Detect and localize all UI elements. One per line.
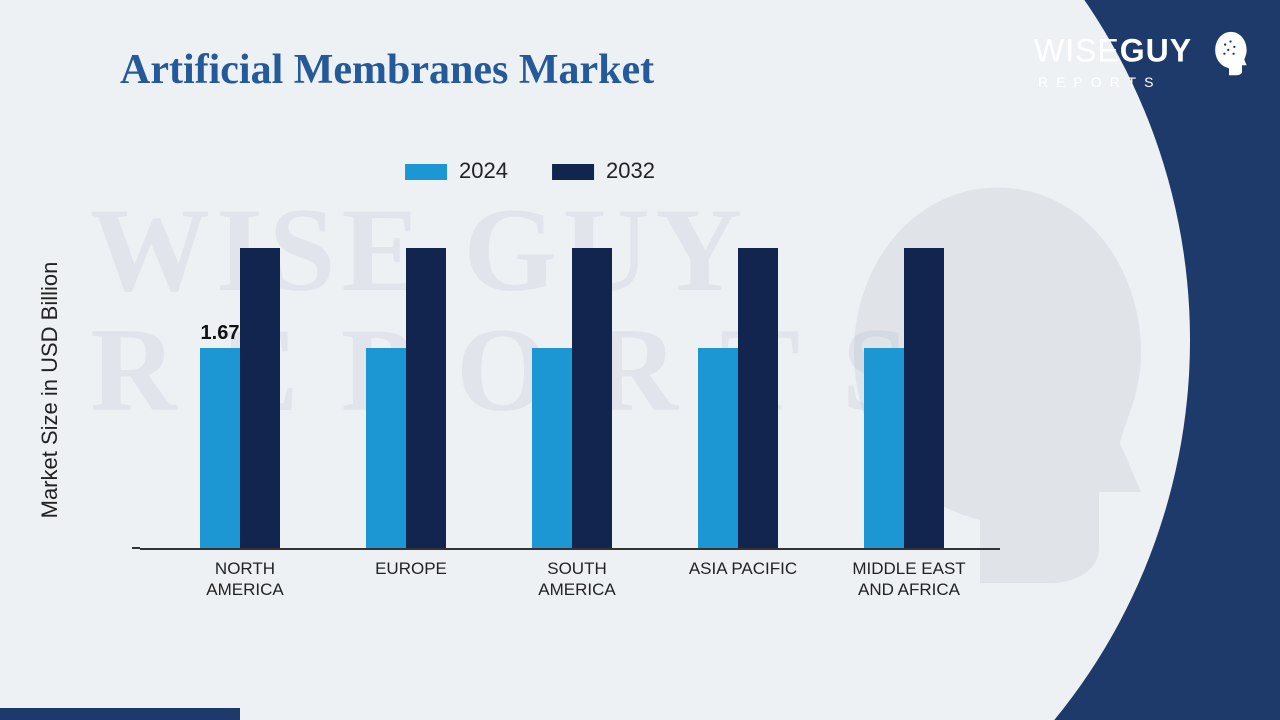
plot-area: NORTH AMERICAEUROPESOUTH AMERICAASIA PAC… xyxy=(140,190,1000,550)
category-label: EUROPE xyxy=(341,558,481,579)
bar-2024 xyxy=(366,348,406,548)
category-label: NORTH AMERICA xyxy=(175,558,315,601)
category-label: SOUTH AMERICA xyxy=(507,558,647,601)
y-axis-label: Market Size in USD Billion xyxy=(37,262,63,519)
category-label: MIDDLE EAST AND AFRICA xyxy=(839,558,979,601)
value-label: 1.67 xyxy=(201,322,240,345)
brand-word-2: GUY xyxy=(1120,32,1192,68)
bar-2032 xyxy=(572,248,612,548)
legend-swatch-2024 xyxy=(405,164,447,180)
stage: WISE GUYR E P O R T S Artificial Membran… xyxy=(0,0,1280,720)
bar-2024 xyxy=(532,348,572,548)
legend-label-2024: 2024 xyxy=(459,158,508,183)
brand-head-icon xyxy=(1206,30,1252,76)
chart-area: Market Size in USD Billion 2024 2032 NOR… xyxy=(60,150,1000,630)
bar-2024 xyxy=(698,348,738,548)
legend: 2024 2032 xyxy=(405,158,655,184)
legend-swatch-2032 xyxy=(552,164,594,180)
legend-label-2032: 2032 xyxy=(606,158,655,183)
chart-title: Artificial Membranes Market xyxy=(120,46,654,94)
bar-2024 xyxy=(200,348,240,548)
bar-2024 xyxy=(864,348,904,548)
bar-2032 xyxy=(904,248,944,548)
bottom-strip xyxy=(0,708,240,720)
brand-logo: WISEGUY REPORTS xyxy=(1034,30,1252,90)
brand-subtitle: REPORTS xyxy=(1034,74,1252,90)
bar-2032 xyxy=(406,248,446,548)
legend-item-2024: 2024 xyxy=(405,158,508,184)
category-label: ASIA PACIFIC xyxy=(673,558,813,579)
axis-tick xyxy=(132,547,140,549)
bar-2032 xyxy=(738,248,778,548)
brand-word-1: WISE xyxy=(1034,32,1120,68)
bar-2032 xyxy=(240,248,280,548)
legend-item-2032: 2032 xyxy=(552,158,655,184)
